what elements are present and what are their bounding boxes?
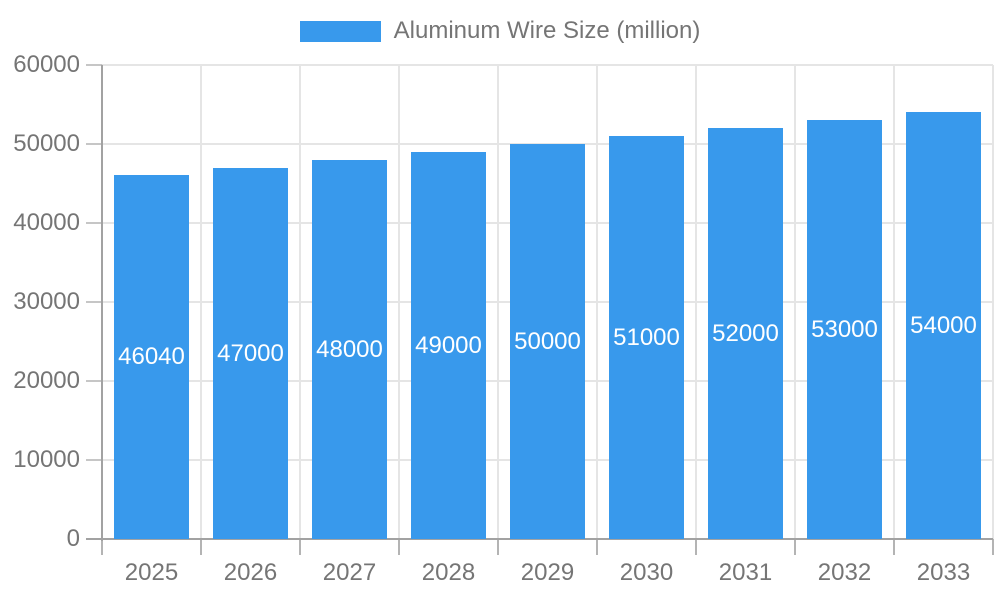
legend-label: Aluminum Wire Size (million) bbox=[393, 17, 701, 44]
x-axis-tick bbox=[497, 539, 499, 555]
x-axis-tick bbox=[101, 539, 103, 555]
h-gridline bbox=[102, 64, 993, 66]
x-axis-label: 2026 bbox=[223, 559, 278, 586]
y-axis-tick bbox=[86, 143, 102, 145]
v-gridline bbox=[596, 65, 598, 539]
y-axis-tick bbox=[86, 222, 102, 224]
y-axis-line bbox=[101, 65, 103, 541]
x-axis-label: 2027 bbox=[322, 559, 377, 586]
y-axis-label: 30000 bbox=[13, 288, 80, 315]
legend: Aluminum Wire Size (million) bbox=[0, 18, 1000, 44]
y-axis-label: 0 bbox=[66, 525, 80, 552]
x-axis-line bbox=[86, 538, 993, 540]
v-gridline bbox=[497, 65, 499, 539]
bar[interactable] bbox=[312, 160, 387, 539]
v-gridline bbox=[200, 65, 202, 539]
x-axis-label: 2028 bbox=[421, 559, 476, 586]
y-axis-label: 60000 bbox=[13, 51, 80, 78]
legend-swatch bbox=[299, 20, 381, 42]
y-axis-tick bbox=[86, 301, 102, 303]
x-axis-tick bbox=[794, 539, 796, 555]
x-axis-tick bbox=[299, 539, 301, 555]
bar[interactable] bbox=[510, 144, 585, 539]
v-gridline bbox=[299, 65, 301, 539]
y-axis-label: 40000 bbox=[13, 209, 80, 236]
x-axis-label: 2032 bbox=[817, 559, 872, 586]
x-axis-label: 2030 bbox=[619, 559, 674, 586]
x-axis-tick bbox=[596, 539, 598, 555]
y-axis-label: 50000 bbox=[13, 130, 80, 157]
legend-item[interactable]: Aluminum Wire Size (million) bbox=[299, 17, 701, 44]
x-axis-label: 2031 bbox=[718, 559, 773, 586]
y-axis-label: 10000 bbox=[13, 446, 80, 473]
x-axis-label: 2029 bbox=[520, 559, 575, 586]
v-gridline bbox=[992, 65, 994, 539]
x-axis-tick bbox=[695, 539, 697, 555]
bar[interactable] bbox=[213, 168, 288, 539]
v-gridline bbox=[398, 65, 400, 539]
v-gridline bbox=[794, 65, 796, 539]
x-axis-label: 2025 bbox=[124, 559, 179, 586]
bar[interactable] bbox=[906, 112, 981, 539]
x-axis-label: 2033 bbox=[916, 559, 971, 586]
bar[interactable] bbox=[807, 120, 882, 539]
y-axis-tick bbox=[86, 380, 102, 382]
bar[interactable] bbox=[411, 152, 486, 539]
y-axis-tick bbox=[86, 64, 102, 66]
x-axis-tick bbox=[398, 539, 400, 555]
bar[interactable] bbox=[114, 175, 189, 539]
y-axis-label: 20000 bbox=[13, 367, 80, 394]
bar[interactable] bbox=[708, 128, 783, 539]
bar[interactable] bbox=[609, 136, 684, 539]
x-axis-tick bbox=[893, 539, 895, 555]
x-axis-tick bbox=[992, 539, 994, 555]
v-gridline bbox=[893, 65, 895, 539]
x-axis-tick bbox=[200, 539, 202, 555]
v-gridline bbox=[695, 65, 697, 539]
y-axis-tick bbox=[86, 459, 102, 461]
